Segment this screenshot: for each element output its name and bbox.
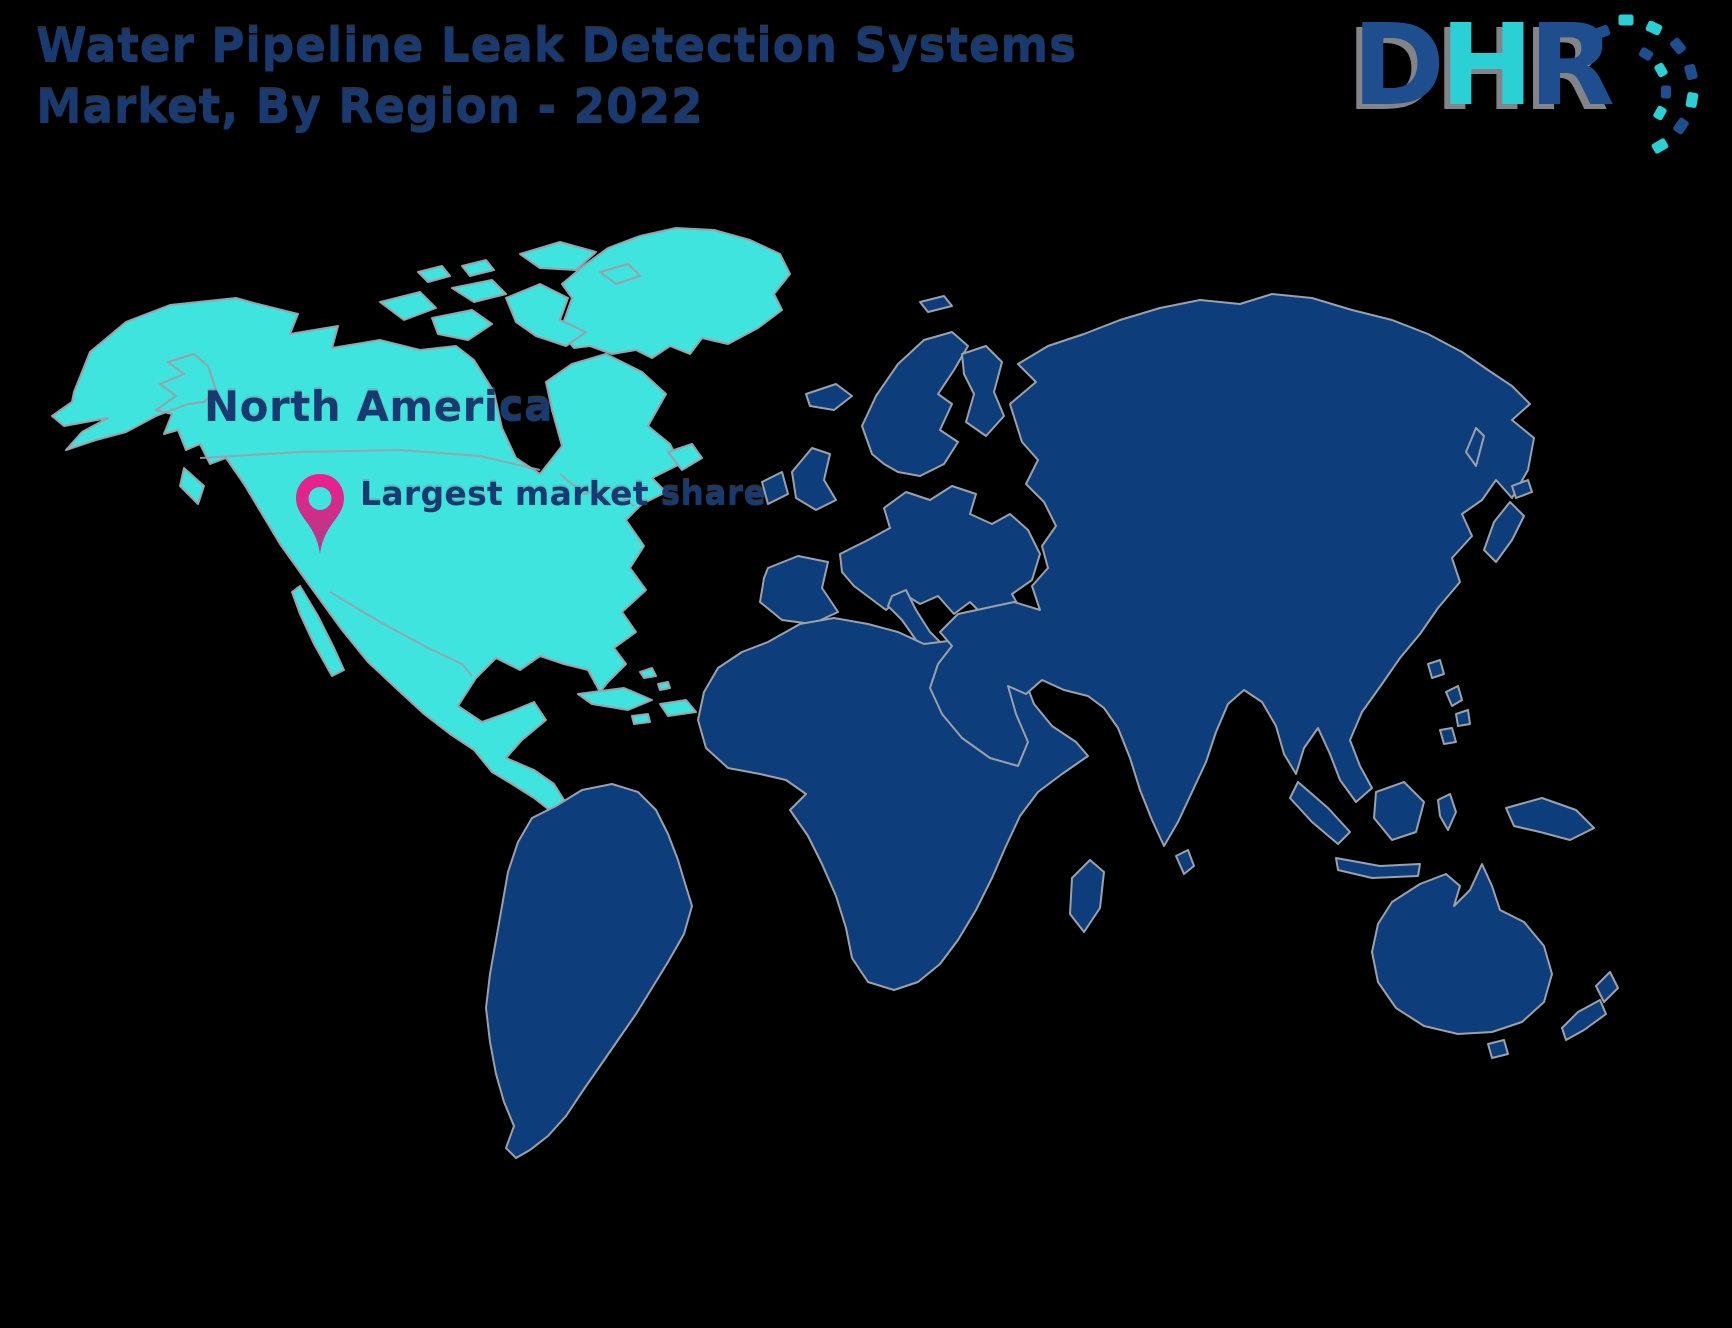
continent-asia <box>929 293 1535 847</box>
region-philippines <box>1455 709 1471 727</box>
region-sulawesi <box>1437 793 1457 831</box>
region-borneo <box>1373 781 1425 841</box>
region-philippines <box>1445 685 1463 707</box>
region-vancouver-island <box>179 467 205 505</box>
region-arctic-island <box>461 259 495 277</box>
annotation-largest-market-share: Largest market share <box>360 474 767 513</box>
region-tasmania <box>1487 1039 1509 1059</box>
logo-letters: D H R <box>1352 1 1615 131</box>
region-sumatra <box>1289 781 1351 845</box>
region-baja-california <box>291 585 345 677</box>
region-label-north-america: North America <box>204 382 553 431</box>
region-cuba <box>577 687 653 711</box>
region-australia <box>1371 863 1553 1035</box>
location-pin-icon <box>296 474 344 554</box>
logo-letter-d: D <box>1352 1 1445 131</box>
region-arctic-island <box>451 279 507 303</box>
region-hokkaido <box>1511 479 1533 499</box>
region-arctic-island <box>519 241 597 271</box>
region-hispaniola <box>659 699 697 717</box>
region-jamaica <box>631 713 651 725</box>
region-iberia <box>759 555 839 625</box>
region-arctic-island <box>599 263 641 285</box>
region-sri-lanka <box>1175 849 1195 875</box>
page-title: Water Pipeline Leak Detection Systems Ma… <box>36 16 1216 137</box>
region-taiwan <box>1427 659 1445 679</box>
region-arctic-island <box>431 309 493 341</box>
region-arctic-island <box>417 265 451 283</box>
region-greenland <box>559 227 791 359</box>
region-newfoundland <box>667 443 703 471</box>
region-scandinavia <box>861 331 969 477</box>
region-bahamas <box>639 667 657 679</box>
region-bahamas <box>657 681 671 691</box>
region-north-america-mainland <box>51 297 681 813</box>
us-mexico-border <box>329 591 473 677</box>
logo-letter-h: H <box>1440 1 1534 131</box>
title-line-1: Water Pipeline Leak Detection Systems <box>36 19 1077 73</box>
region-java <box>1335 857 1421 879</box>
region-japan <box>1483 501 1525 563</box>
region-new-zealand <box>1595 971 1619 1003</box>
title-line-2: Market, By Region - 2022 <box>36 79 704 134</box>
region-uk <box>791 447 837 511</box>
region-philippines <box>1439 727 1457 745</box>
region-new-guinea <box>1505 797 1595 841</box>
region-sakhalin <box>1465 427 1485 467</box>
region-madagascar <box>1069 859 1105 933</box>
dhr-logo: D H R <box>1352 1 1706 154</box>
region-arctic-island <box>379 291 437 321</box>
region-new-zealand <box>1561 999 1607 1041</box>
region-arctic-island <box>505 283 587 347</box>
region-svalbard <box>919 295 953 313</box>
region-finland <box>961 345 1005 437</box>
region-iceland <box>805 383 853 411</box>
region-ireland <box>761 471 789 505</box>
continent-south-america <box>485 783 693 1159</box>
logo-dots-icon <box>1594 14 1699 154</box>
us-canada-border <box>199 449 635 507</box>
